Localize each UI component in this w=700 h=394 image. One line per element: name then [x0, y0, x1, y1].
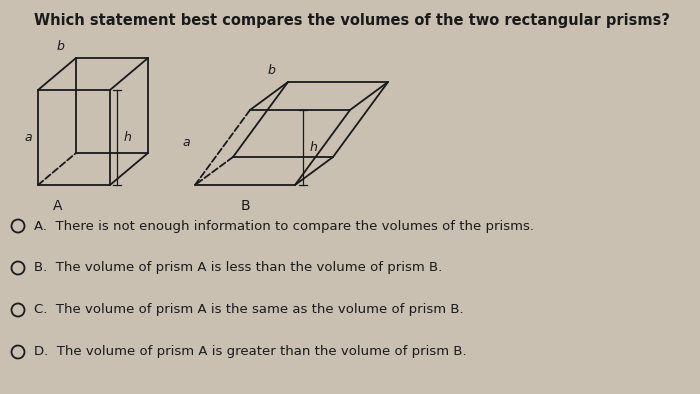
Text: B: B — [240, 199, 250, 213]
Text: b: b — [267, 64, 275, 77]
Text: A.  There is not enough information to compare the volumes of the prisms.: A. There is not enough information to co… — [34, 219, 534, 232]
Text: Which statement best compares the volumes of the two rectangular prisms?: Which statement best compares the volume… — [34, 13, 670, 28]
Text: D.  The volume of prism A is greater than the volume of prism B.: D. The volume of prism A is greater than… — [34, 346, 467, 359]
Text: C.  The volume of prism A is the same as the volume of prism B.: C. The volume of prism A is the same as … — [34, 303, 463, 316]
Text: B.  The volume of prism A is less than the volume of prism B.: B. The volume of prism A is less than th… — [34, 262, 442, 275]
Text: a: a — [25, 131, 32, 144]
Text: A: A — [53, 199, 63, 213]
Text: h: h — [310, 141, 318, 154]
Text: b: b — [56, 40, 64, 53]
Text: a: a — [183, 136, 190, 149]
Text: h: h — [124, 131, 132, 144]
